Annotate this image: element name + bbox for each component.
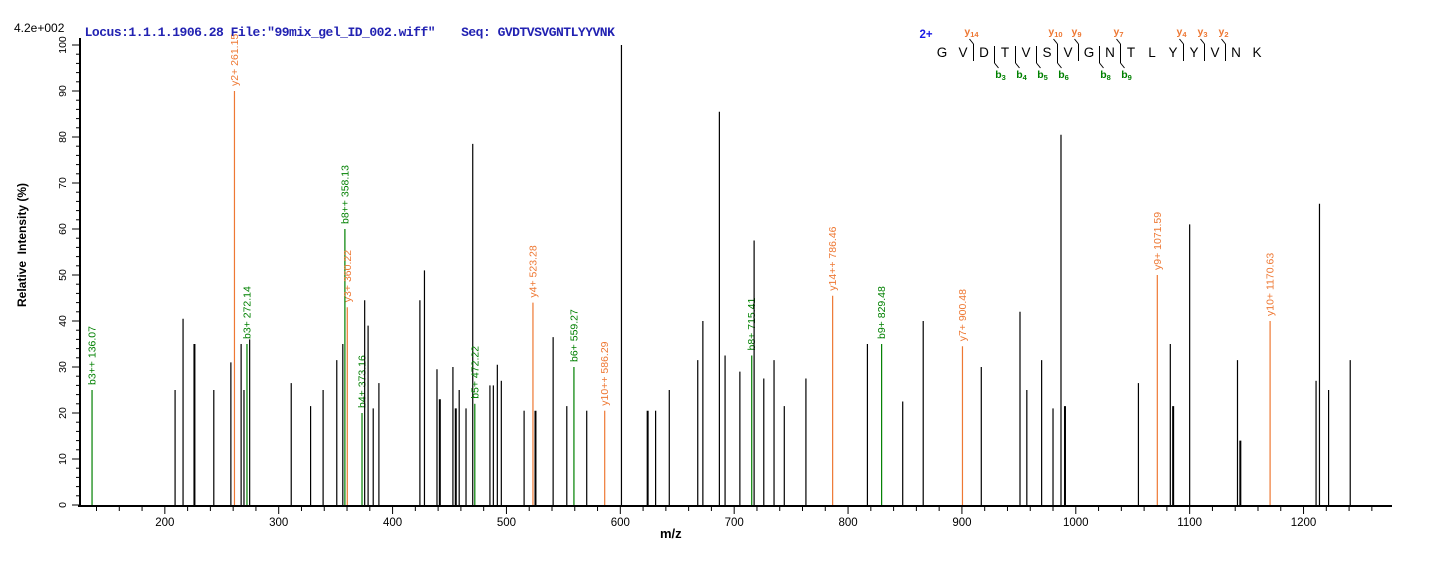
- b-ion-cleavage-tick: [1120, 62, 1125, 69]
- y-ion-peak-label: y9+ 1071.59: [1152, 212, 1164, 270]
- y-ion-marker-label: y14: [964, 26, 979, 39]
- residue-letter: N: [1231, 45, 1241, 60]
- y-ion-cleavage-tick: [1074, 38, 1079, 45]
- y-ion-marker-label: y4: [1176, 26, 1187, 39]
- residue-letter: Y: [1189, 45, 1198, 60]
- residue-letter: T: [1001, 45, 1009, 60]
- y-ion-peak-label: y10+ 1170.63: [1265, 253, 1277, 316]
- y-ion-cleavage-tick: [1200, 38, 1205, 45]
- y-tick-label: 30: [57, 361, 69, 373]
- b-ion-marker-label: b8: [1100, 69, 1111, 82]
- y-ion-peak-label: y10++ 586.29: [599, 341, 611, 405]
- x-tick-label: 500: [497, 517, 516, 529]
- y-ion-marker-label: y10: [1048, 26, 1062, 39]
- b-ion-marker-label: b5: [1037, 69, 1048, 82]
- y-ion-marker-label: y7: [1113, 26, 1123, 39]
- b-ion-peak-label: b6+ 559.27: [568, 309, 580, 362]
- sequence-header-text: Seq: GVDTVSVGNTLYYVNK: [461, 25, 615, 40]
- y-tick-label: 10: [57, 453, 69, 465]
- y-ion-peak-label: y14++ 786.46: [827, 226, 839, 290]
- x-tick-label: 400: [383, 517, 402, 529]
- y-ion-peak-label: y2+ 261.15: [229, 34, 241, 86]
- y-ion-peak-label: y7+ 900.48: [957, 289, 969, 341]
- y-ion-cleavage-tick: [1053, 38, 1058, 45]
- b-ion-cleavage-tick: [1057, 62, 1062, 69]
- b-ion-peak-label: b8+ 715.41: [746, 297, 758, 350]
- residue-letter: V: [1210, 45, 1219, 60]
- x-tick-label: 800: [838, 517, 857, 529]
- y-ion-cleavage-tick: [1116, 38, 1121, 45]
- locus-file-text: Locus:1.1.1.1906.28 File:"99mix_gel_ID_0…: [84, 25, 436, 40]
- x-tick-label: 600: [611, 517, 630, 529]
- b-ion-marker-label: b4: [1016, 69, 1027, 82]
- residue-letter: G: [1084, 45, 1095, 60]
- y-tick-label: 60: [57, 223, 69, 235]
- y-tick-label: 50: [57, 269, 69, 281]
- residue-letter: K: [1252, 45, 1261, 60]
- y-ion-marker-label: y3: [1197, 26, 1207, 39]
- y-tick-label: 0: [57, 502, 69, 508]
- b-ion-peak-label: b3++ 136.07: [87, 326, 99, 385]
- y-tick-label: 80: [57, 131, 69, 143]
- b-ion-peak-label: b3+ 272.14: [241, 286, 253, 339]
- y-ion-peak-label: y4+ 523.28: [527, 245, 539, 297]
- residue-letter: D: [979, 45, 989, 60]
- b-ion-cleavage-tick: [994, 62, 999, 69]
- y-ion-cleavage-tick: [969, 38, 974, 45]
- b-ion-cleavage-tick: [1036, 62, 1041, 69]
- b-ion-cleavage-tick: [1015, 62, 1020, 69]
- residue-letter: V: [1063, 45, 1072, 60]
- file-header: Locus:1.1.1.1906.28 File:"99mix_gel_ID_0…: [70, 10, 615, 40]
- y-ion-cleavage-tick: [1221, 38, 1226, 45]
- x-axis-title: m/z: [660, 526, 682, 541]
- x-tick-label: 1000: [1063, 517, 1089, 529]
- b-ion-marker-label: b3: [995, 69, 1006, 82]
- b-ion-cleavage-tick: [1099, 62, 1104, 69]
- y-ion-cleavage-tick: [1179, 38, 1184, 45]
- y-tick-label: 70: [57, 177, 69, 189]
- b-ion-marker-label: b6: [1058, 69, 1069, 82]
- y-tick-label: 20: [57, 407, 69, 419]
- residue-letter: L: [1148, 45, 1156, 60]
- x-tick-label: 900: [952, 517, 971, 529]
- residue-letter: Y: [1168, 45, 1177, 60]
- b-ion-peak-label: b9+ 829.48: [876, 286, 888, 339]
- residue-letter: V: [958, 45, 967, 60]
- x-tick-label: 200: [155, 517, 174, 529]
- y-ion-peak-label: y3+ 360.22: [342, 250, 354, 302]
- max-intensity-value: 4.2e+002: [14, 21, 65, 35]
- b-ion-peak-label: b8++ 358.13: [339, 165, 351, 224]
- y-tick-label: 90: [57, 85, 69, 97]
- residue-letter: V: [1021, 45, 1030, 60]
- b-ion-marker-label: b9: [1121, 69, 1132, 82]
- y-tick-label: 100: [57, 36, 69, 54]
- y-ion-marker-label: y9: [1071, 26, 1081, 39]
- x-tick-label: 1200: [1291, 517, 1317, 529]
- x-tick-label: 1100: [1177, 517, 1202, 529]
- y-tick-label: 40: [57, 315, 69, 327]
- residue-letter: S: [1042, 45, 1051, 60]
- y-ion-marker-label: y2: [1218, 26, 1228, 39]
- b-ion-peak-label: b4+ 373.16: [357, 355, 369, 408]
- x-tick-label: 300: [269, 517, 288, 529]
- b-ion-peak-label: b5+ 472.22: [469, 346, 481, 399]
- residue-letter: T: [1127, 45, 1135, 60]
- x-tick-label: 700: [725, 517, 744, 529]
- residue-letter: N: [1105, 45, 1115, 60]
- precursor-charge-label: 2+: [919, 29, 932, 41]
- residue-letter: G: [937, 45, 948, 60]
